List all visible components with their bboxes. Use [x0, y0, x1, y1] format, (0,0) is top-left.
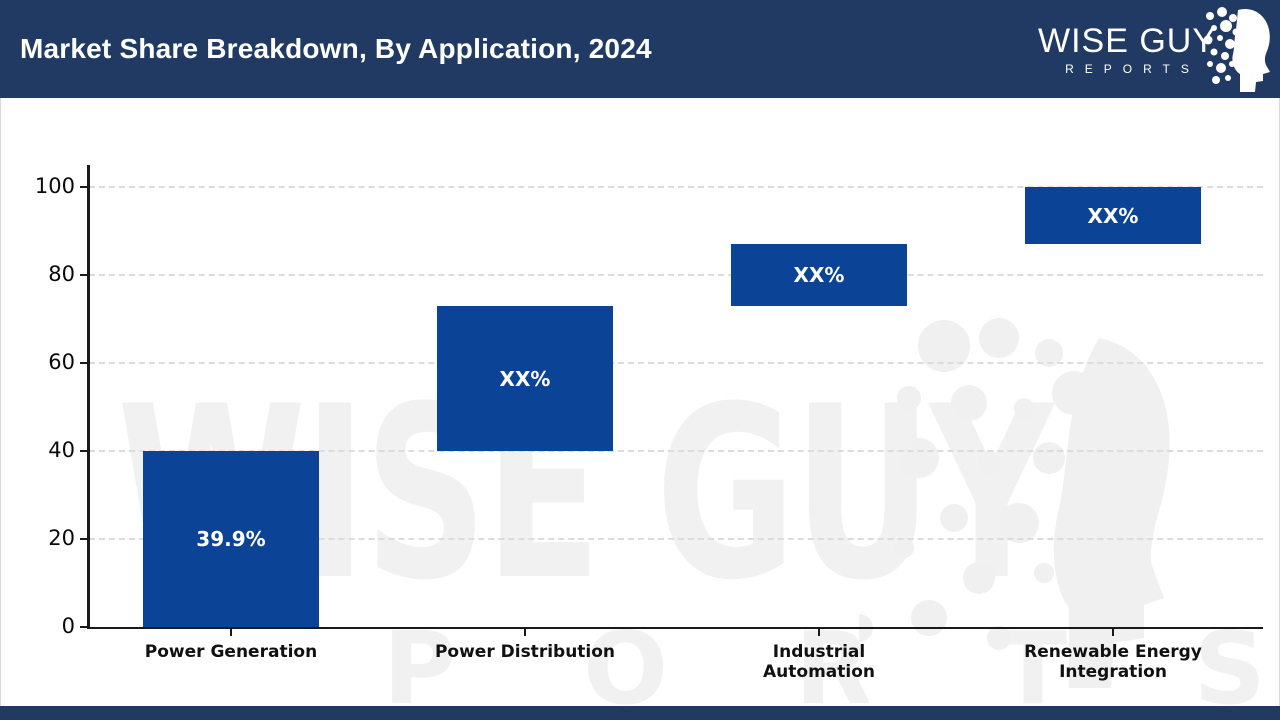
y-axis-tick: [80, 626, 89, 628]
y-axis-tick: [80, 538, 89, 540]
x-axis-tick: [524, 629, 526, 636]
brand-logo-line2: REPORTS: [1065, 62, 1200, 76]
grid-line: [89, 186, 1263, 188]
x-axis-tick: [1112, 629, 1114, 636]
grid-line: [89, 538, 1263, 540]
grid-line: [89, 362, 1263, 364]
y-axis-tick: [80, 186, 89, 188]
y-tick-label: 20: [48, 526, 75, 550]
brand-logo-line1: WISE GUY: [1037, 22, 1217, 60]
x-category-label: Industrial Automation: [763, 642, 875, 683]
y-tick-label: 0: [61, 614, 75, 638]
chart-title: Market Share Breakdown, By Application, …: [20, 33, 652, 64]
chart-area: WISE GUY P O R T S 0 20 40 60 80 100 39.9% Powe…: [0, 98, 1280, 720]
bar-value-label: XX%: [1087, 203, 1139, 228]
bar: 39.9%: [143, 451, 319, 627]
bar-value-label: 39.9%: [196, 527, 266, 552]
y-tick-label: 100: [34, 174, 75, 198]
x-category-label: Power Generation: [144, 642, 318, 662]
x-axis-tick: [230, 629, 232, 636]
y-tick-label: 80: [48, 262, 75, 286]
bar: XX%: [731, 244, 907, 306]
y-tick-label: 40: [48, 438, 75, 462]
y-axis-tick: [80, 450, 89, 452]
bar: XX%: [437, 305, 613, 452]
watermark-face-icon: [859, 318, 1170, 688]
x-category-label: Renewable Energy Integration: [1024, 642, 1202, 683]
y-axis-tick: [80, 362, 89, 364]
bar-value-label: XX%: [499, 366, 551, 391]
bar: XX%: [1025, 187, 1201, 245]
footer-bar: [0, 706, 1280, 720]
x-axis-line: [87, 626, 1263, 629]
y-tick-label: 60: [48, 350, 75, 374]
header-bar: Market Share Breakdown, By Application, …: [0, 0, 1280, 98]
x-axis-tick: [818, 629, 820, 636]
bar-value-label: XX%: [793, 262, 845, 287]
grid-line: [89, 450, 1263, 452]
y-axis-tick: [80, 274, 89, 276]
y-axis-line: [87, 165, 90, 629]
grid-line: [89, 274, 1263, 276]
x-category-label: Power Distribution: [434, 642, 616, 662]
brand-logo: WISE GUY REPORTS: [1036, 22, 1218, 76]
brand-face-icon: [1203, 7, 1270, 93]
